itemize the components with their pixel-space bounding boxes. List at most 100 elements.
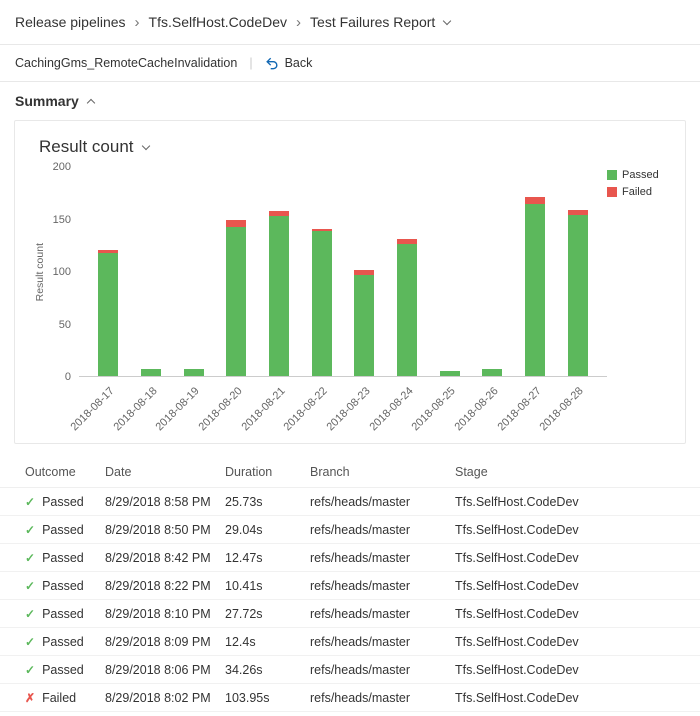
bar-stack[interactable] [397,167,418,376]
summary-header[interactable]: Summary [0,82,700,120]
bar-stack[interactable] [269,167,290,376]
pipeline-name: CachingGms_RemoteCacheInvalidation [15,56,238,70]
cell-branch: refs/heads/master [310,522,411,537]
cell-date: 8/29/2018 8:42 PM [105,550,211,565]
table-row[interactable]: ✓ Passed 8/29/2018 8:50 PM 29.04s refs/heads… [0,516,700,544]
cell-stage: Tfs.SelfHost.CodeDev [455,550,579,565]
bar-stack[interactable] [482,167,503,376]
chevron-down-icon[interactable] [141,141,150,150]
column-header-outcome[interactable]: Outcome [25,464,76,479]
outcome-text: Failed [42,690,77,705]
cell-duration: 12.4s [225,634,256,649]
cell-stage: Tfs.SelfHost.CodeDev [455,690,579,705]
column-header-date[interactable]: Date [105,464,132,479]
bar-group [87,167,130,376]
bar-segment-passed[interactable] [98,252,119,376]
bar-segment-passed[interactable] [226,226,247,376]
bar-group [130,167,173,376]
table-row[interactable]: ✓ Passed 8/29/2018 8:09 PM 12.4s refs/heads/… [0,628,700,656]
cell-stage: Tfs.SelfHost.CodeDev [455,662,579,677]
chart-title[interactable]: Result count [39,137,134,156]
bar-segment-passed[interactable] [439,370,460,376]
bar-group [300,167,343,376]
bar-segment-failed[interactable] [226,220,247,227]
bar-segment-passed[interactable] [482,368,503,376]
cell-outcome: ✓ Passed [25,607,105,621]
bar-stack[interactable] [311,167,332,376]
bar-segment-passed[interactable] [141,368,161,376]
x-tick: 2018-08-26 [453,377,514,441]
bar-group [386,167,429,376]
table-row[interactable]: ✓ Passed 8/29/2018 8:58 PM 25.73s refs/heads… [0,488,700,516]
summary-card: Result count Result count 0 50 100 150 200 2… [14,120,686,444]
bar-segment-passed[interactable] [397,244,418,376]
table-row[interactable]: ✓ Passed 8/29/2018 8:10 PM 27.72s refs/heads… [0,600,700,628]
bar-stack[interactable] [183,167,204,376]
bar-segment-failed[interactable] [525,197,546,204]
back-label: Back [284,56,313,70]
passed-check-icon: ✓ [25,634,36,649]
outcome-text: Passed [42,634,84,649]
bar-segment-passed[interactable] [525,203,546,376]
cell-branch: refs/heads/master [310,550,411,565]
bar-segment-failed[interactable] [98,249,119,253]
bar-stack[interactable] [226,167,247,376]
column-header-stage[interactable]: Stage [455,464,488,479]
outcome-text: Passed [42,662,84,677]
cell-duration: 10.41s [225,578,263,593]
cell-date: 8/29/2018 8:50 PM [105,522,211,537]
bar-stack[interactable] [567,167,588,376]
column-header-duration[interactable]: Duration [225,464,273,479]
bar-stack[interactable] [98,167,119,376]
bar-segment-failed[interactable] [354,270,375,275]
bar-segment-passed[interactable] [311,230,332,376]
bar-stack[interactable] [525,167,546,376]
bar-segment-passed[interactable] [269,216,290,376]
bar-stack[interactable] [439,167,460,376]
bar-group [172,167,215,376]
passed-check-icon: ✓ [25,522,36,537]
breadcrumb-separator: › [296,13,302,31]
cell-branch: refs/heads/master [310,634,411,649]
table-row[interactable]: ✓ Passed 8/29/2018 8:42 PM 12.47s refs/heads… [0,544,700,572]
cell-duration: 25.73s [225,494,263,509]
table-row[interactable]: ✓ Passed 8/29/2018 8:22 PM 10.41s refs/heads… [0,572,700,600]
bar-segment-failed[interactable] [311,228,332,231]
bar-stack[interactable] [141,167,161,376]
outcome-text: Passed [42,606,84,621]
y-axis-label-wrap: Result count [31,167,49,377]
bar-segment-failed[interactable] [567,209,588,216]
bar-segment-passed[interactable] [567,215,588,376]
chevron-down-icon[interactable] [443,16,452,25]
bar-stack[interactable] [354,167,375,376]
x-tick: 2018-08-23 [325,377,386,441]
back-button[interactable]: Back [265,56,313,70]
x-tick: 2018-08-24 [367,377,429,441]
bar-group [258,167,301,376]
bar-group [471,167,514,376]
table-row[interactable]: ✓ Passed 8/29/2018 8:06 PM 34.26s refs/heads… [0,656,700,684]
breadcrumb-item-report[interactable]: Test Failures Report [310,14,436,30]
bar-group [215,167,258,376]
y-tick-label: 50 [58,318,71,331]
column-header-branch[interactable]: Branch [310,464,350,479]
y-tick-label: 200 [52,161,71,173]
legend-item-passed: Passed [607,169,669,181]
chart-legend: Passed Failed [607,167,669,441]
cell-branch: refs/heads/master [310,606,411,621]
bar-segment-passed[interactable] [183,368,204,376]
table-row[interactable]: ✗ Failed 8/29/2018 8:02 PM 103.95s refs/head… [0,684,700,712]
cell-date: 8/29/2018 8:58 PM [105,494,211,509]
breadcrumb-separator: › [134,13,140,31]
bar-segment-failed[interactable] [397,239,418,245]
cell-outcome: ✓ Passed [25,579,105,593]
bar-segment-failed[interactable] [269,210,290,217]
result-count-chart: Result count 0 50 100 150 200 2018-08-17 2018… [31,161,669,441]
x-axis-labels: 2018-08-17 2018-08-18 2018-08-19 2018-08-20… [69,377,607,441]
cell-branch: refs/heads/master [310,494,411,509]
breadcrumb-item-release-pipelines[interactable]: Release pipelines [15,14,126,30]
bar-segment-passed[interactable] [354,274,375,376]
breadcrumb-item-pipeline[interactable]: Tfs.SelfHost.CodeDev [148,14,288,30]
cell-date: 8/29/2018 8:22 PM [105,578,211,593]
cell-duration: 27.72s [225,606,263,621]
